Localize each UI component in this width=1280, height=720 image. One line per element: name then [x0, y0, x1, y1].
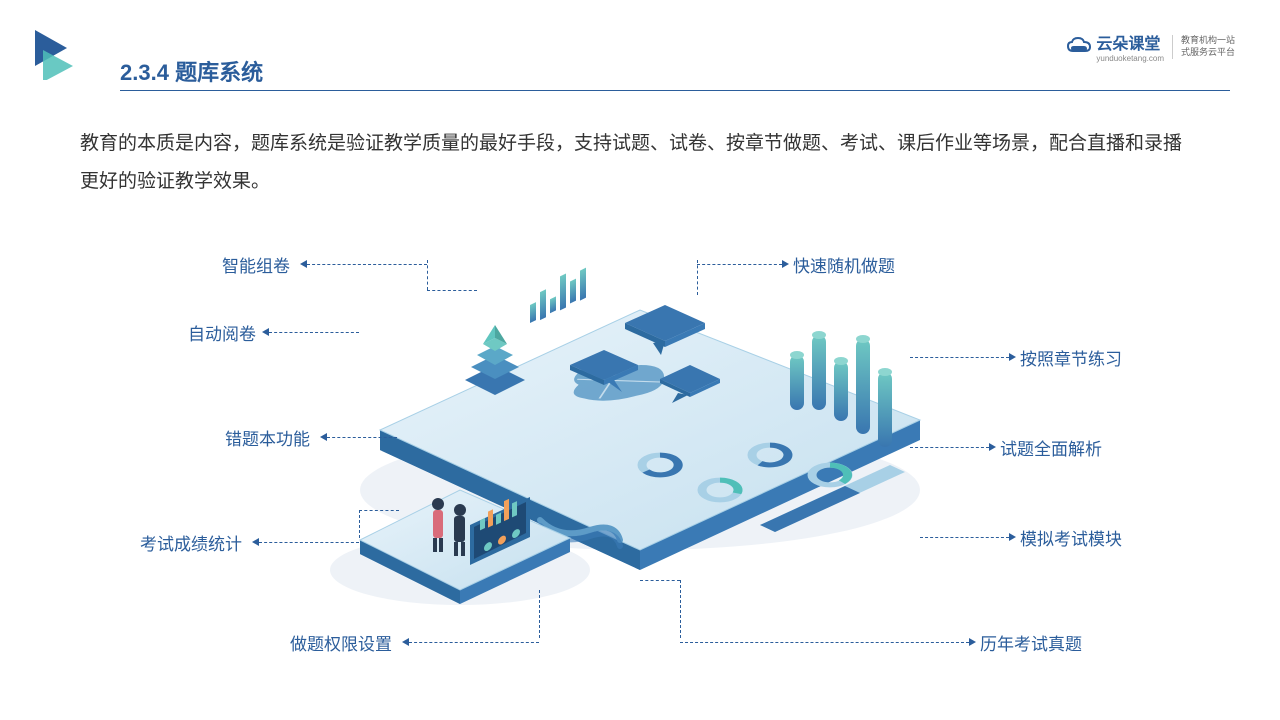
connector-arrow	[1009, 533, 1016, 541]
connector-arrow	[320, 433, 327, 441]
section-number: 2.3.4	[120, 60, 169, 85]
connector-arrow	[989, 443, 996, 451]
feature-diagram: 智能组卷自动阅卷错题本功能考试成绩统计做题权限设置 快速随机做题按照章节练习试题全…	[0, 230, 1280, 690]
feature-label-left-2: 错题本功能	[225, 425, 310, 450]
feature-label-left-0: 智能组卷	[222, 252, 290, 277]
logo-brand-text: 云朵课堂	[1096, 30, 1164, 54]
feature-label-left-4: 做题权限设置	[290, 630, 392, 655]
connector-arrow	[402, 638, 409, 646]
connector-arrow	[300, 260, 307, 268]
corner-play-icon	[35, 30, 80, 85]
connector-arrow	[969, 638, 976, 646]
feature-label-right-4: 历年考试真题	[980, 630, 1082, 655]
logo-divider	[1172, 35, 1173, 59]
connector-arrow	[1009, 353, 1016, 361]
brand-logo: 云朵课堂 yunduoketang.com 教育机构一站 式服务云平台	[1066, 30, 1235, 63]
pyramid-icon	[465, 325, 525, 395]
connector-arrow	[262, 328, 269, 336]
section-name: 题库系统	[175, 60, 263, 85]
feature-label-left-3: 考试成绩统计	[140, 530, 242, 555]
connector-arrow	[252, 538, 259, 546]
logo-tagline: 教育机构一站 式服务云平台	[1181, 35, 1235, 58]
feature-label-right-0: 快速随机做题	[793, 252, 895, 277]
title-underline	[120, 90, 1230, 91]
feature-label-left-1: 自动阅卷	[188, 320, 256, 345]
description-text: 教育的本质是内容，题库系统是验证教学质量的最好手段，支持试题、试卷、按章节做题、…	[80, 125, 1200, 201]
logo-domain-text: yunduoketang.com	[1096, 54, 1164, 63]
section-title: 2.3.4 题库系统	[120, 55, 263, 87]
feature-label-right-2: 试题全面解析	[1000, 435, 1102, 460]
connector-arrow	[782, 260, 789, 268]
cloud-icon	[1066, 37, 1092, 57]
feature-label-right-3: 模拟考试模块	[1020, 525, 1122, 550]
feature-label-right-1: 按照章节练习	[1020, 345, 1122, 370]
isometric-illustration	[0, 230, 1280, 690]
mini-bar-chart	[530, 268, 586, 323]
